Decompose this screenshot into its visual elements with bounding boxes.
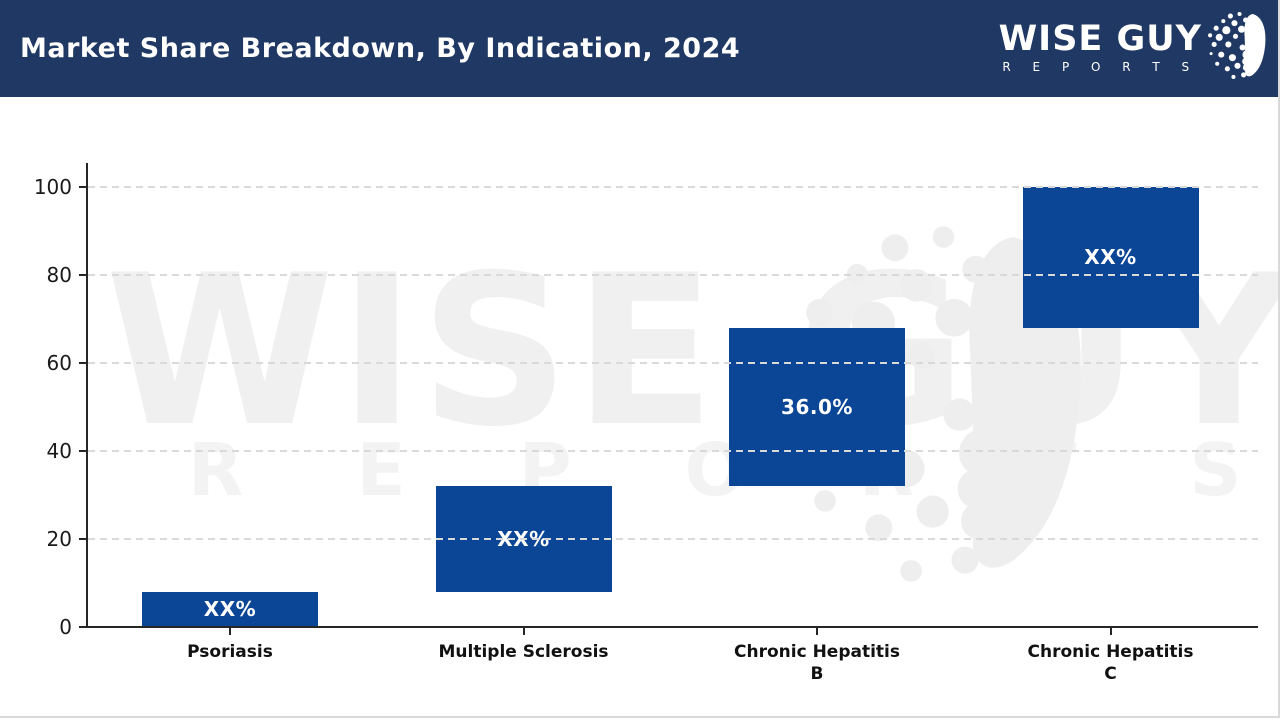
x-axis-line: [86, 626, 1258, 628]
y-tick-mark: [79, 362, 88, 364]
gridline: [88, 362, 1258, 364]
brand-tagline: R E P O R T S: [1002, 60, 1199, 74]
bar-value-label: 36.0%: [781, 394, 853, 419]
y-tick-label: 20: [46, 527, 72, 551]
header-bar: Market Share Breakdown, By Indication, 2…: [0, 0, 1280, 97]
gridline: [88, 274, 1258, 276]
y-tick-label: 100: [33, 175, 72, 199]
x-tick-mark: [1109, 627, 1112, 635]
dotted-head-icon: [1208, 11, 1266, 79]
y-tick-label: 40: [46, 439, 72, 463]
brand-logo-text: WISE GUY R E P O R T S: [999, 20, 1202, 74]
y-tick-mark: [79, 626, 88, 628]
bar-segment: 36.0%: [729, 327, 905, 487]
y-tick-label: 0: [59, 615, 72, 639]
gridline: [88, 538, 1258, 540]
bar-segment: XX%: [142, 591, 318, 627]
x-tick-mark: [522, 627, 525, 635]
y-axis-line: [86, 163, 88, 628]
y-tick-mark: [79, 538, 88, 540]
bar-value-label: XX%: [203, 597, 257, 622]
x-category-label: Chronic Hepatitis B: [734, 642, 900, 684]
y-tick-mark: [79, 186, 88, 188]
y-tick-label: 60: [46, 351, 72, 375]
y-tick-mark: [79, 274, 88, 276]
bar-segment: XX%: [1022, 187, 1199, 328]
x-category-label: Multiple Sclerosis: [438, 642, 609, 662]
gridline: [88, 450, 1258, 452]
y-tick-label: 80: [46, 263, 72, 287]
brand-name: WISE GUY: [998, 19, 1202, 59]
brand-logo: WISE GUY R E P O R T S: [999, 7, 1270, 87]
x-tick-mark: [816, 627, 818, 635]
bar-value-label: XX%: [1084, 245, 1137, 270]
page-title: Market Share Breakdown, By Indication, 2…: [20, 33, 741, 64]
x-category-label: Psoriasis: [187, 642, 273, 662]
x-category-label: Chronic Hepatitis C: [1027, 642, 1194, 684]
gridline: [88, 186, 1258, 188]
y-tick-mark: [79, 450, 88, 452]
x-tick-mark: [229, 627, 231, 635]
